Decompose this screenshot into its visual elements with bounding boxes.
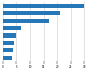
Bar	[3, 19, 49, 23]
Bar	[3, 48, 13, 52]
Bar	[3, 4, 84, 8]
Bar	[3, 33, 16, 37]
Bar	[3, 56, 12, 60]
Bar	[3, 26, 20, 30]
Bar	[3, 41, 14, 45]
Bar	[3, 11, 60, 15]
